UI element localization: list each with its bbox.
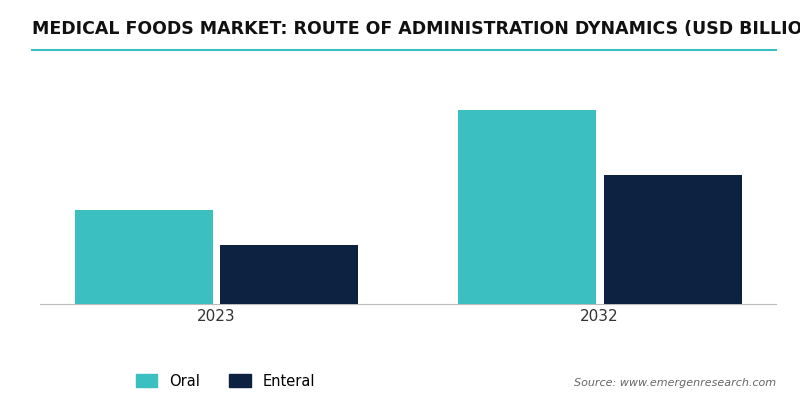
Bar — [458, 110, 596, 304]
Text: Source: www.emergenresearch.com: Source: www.emergenresearch.com — [574, 378, 776, 388]
Legend: Oral, Enteral: Oral, Enteral — [136, 374, 315, 389]
Text: MEDICAL FOODS MARKET: ROUTE OF ADMINISTRATION DYNAMICS (USD BILLION): MEDICAL FOODS MARKET: ROUTE OF ADMINISTR… — [32, 20, 800, 38]
Bar — [603, 175, 742, 304]
Bar — [220, 245, 358, 304]
Bar — [74, 210, 213, 304]
